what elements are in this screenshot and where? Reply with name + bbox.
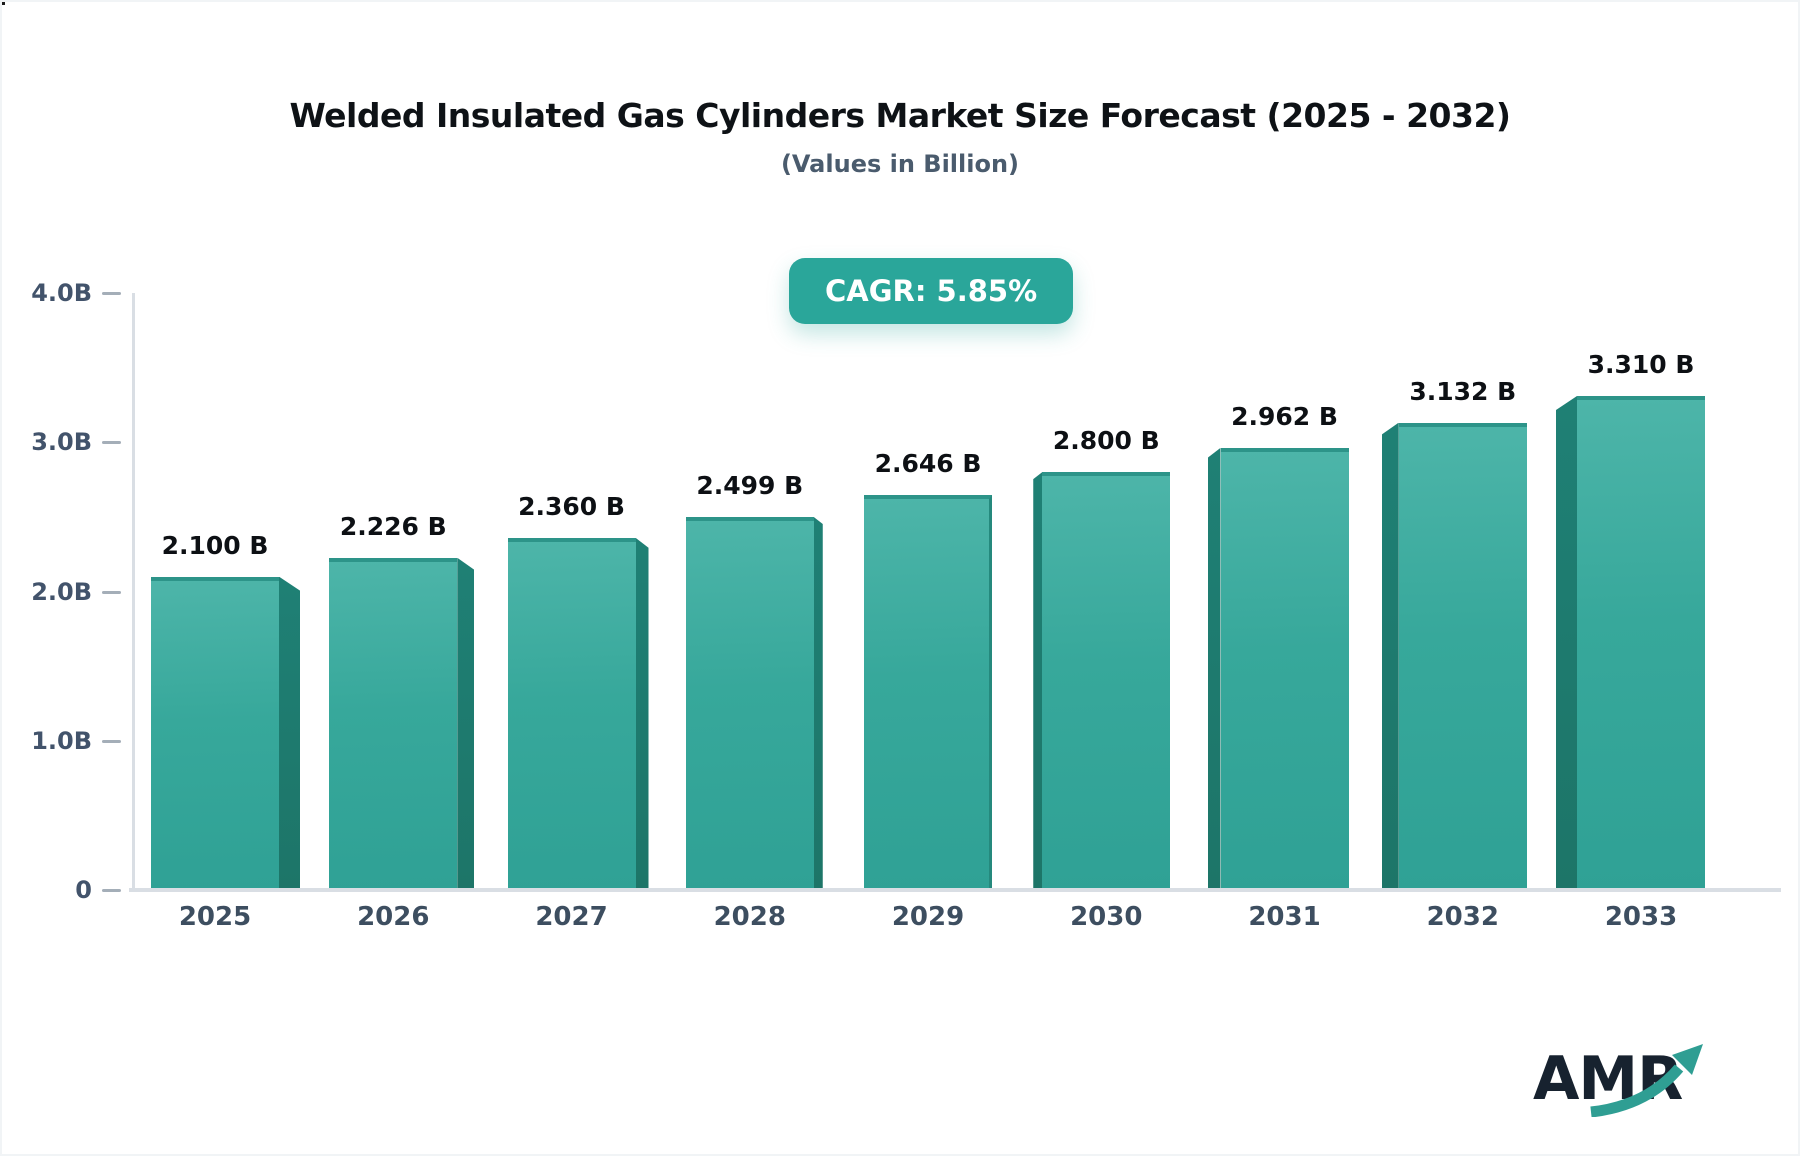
y-tick-mark [102, 889, 121, 892]
bar-2025 [151, 576, 279, 890]
bar-2026 [329, 557, 458, 890]
x-axis-label-2030: 2030 [1070, 902, 1143, 932]
bar-2031 [1220, 447, 1349, 890]
y-tick-label: 1.0B [31, 726, 92, 755]
x-axis-label-2025: 2025 [178, 902, 252, 932]
bar-side-face-2028 [813, 517, 823, 890]
logo-arrow-icon [1590, 1064, 1684, 1117]
bar-value-label-2029: 2.646 B [874, 449, 982, 479]
bar-2030 [1042, 472, 1171, 890]
bar-side-face-2026 [457, 557, 475, 890]
bar-value-label-2031: 2.962 B [1231, 401, 1338, 431]
x-axis-label-2033: 2033 [1604, 902, 1678, 932]
bar-value-label-2030: 2.800 B [1052, 426, 1160, 456]
bar-side-face-2027 [635, 537, 649, 890]
bar-side-face-2030 [1033, 472, 1043, 890]
x-axis-label-2031: 2031 [1248, 902, 1321, 932]
bar-value-label-2027: 2.360 B [518, 491, 625, 521]
cagr-badge: CAGR: 5.85% [789, 258, 1074, 324]
y-tick-mark [102, 292, 121, 295]
y-tick-label: 2.0B [31, 577, 92, 606]
bar-2027 [507, 537, 636, 890]
y-tick-mark [102, 590, 121, 594]
bar-side-face-2032 [1381, 422, 1399, 890]
chart-title: Welded Insulated Gas Cylinders Market Si… [289, 96, 1511, 135]
x-axis-label-2028: 2028 [713, 902, 786, 932]
bar-value-label-2028: 2.499 B [696, 471, 804, 501]
bar-2029 [864, 495, 992, 890]
bar-value-label-2026: 2.226 B [339, 511, 447, 541]
screenshot-corner-artifact [2, 2, 5, 5]
bar-side-face-2033 [1556, 395, 1577, 890]
bar-side-face-2031 [1207, 447, 1221, 890]
bar-value-label-2033: 3.310 B [1587, 349, 1695, 379]
y-tick-mark [102, 441, 121, 445]
y-tick-mark [102, 739, 121, 743]
bar-value-label-2032: 3.132 B [1409, 376, 1517, 406]
bar-2028 [685, 517, 814, 890]
y-tick-label: 0 [75, 876, 92, 904]
y-tick-label: 4.0B [31, 279, 92, 307]
bar-value-label-2025: 2.100 B [161, 530, 269, 560]
x-axis-label-2026: 2026 [357, 902, 430, 932]
bar-side-face-2025 [279, 576, 300, 890]
x-axis-label-2032: 2032 [1426, 902, 1499, 932]
x-axis-baseline [129, 888, 1781, 892]
bar-2033 [1577, 395, 1705, 890]
y-tick-label: 3.0B [31, 428, 92, 457]
amr-logo: AMR [1533, 1044, 1703, 1117]
logo-text: AMR [1533, 1044, 1682, 1114]
y-axis-line [132, 293, 135, 890]
x-axis-label-2027: 2027 [535, 902, 608, 932]
x-axis-label-2029: 2029 [891, 902, 965, 932]
logo-arrowhead-icon [1672, 1044, 1703, 1075]
chart-subtitle: (Values in Billion) [780, 150, 1020, 178]
bar-2032 [1398, 422, 1527, 890]
